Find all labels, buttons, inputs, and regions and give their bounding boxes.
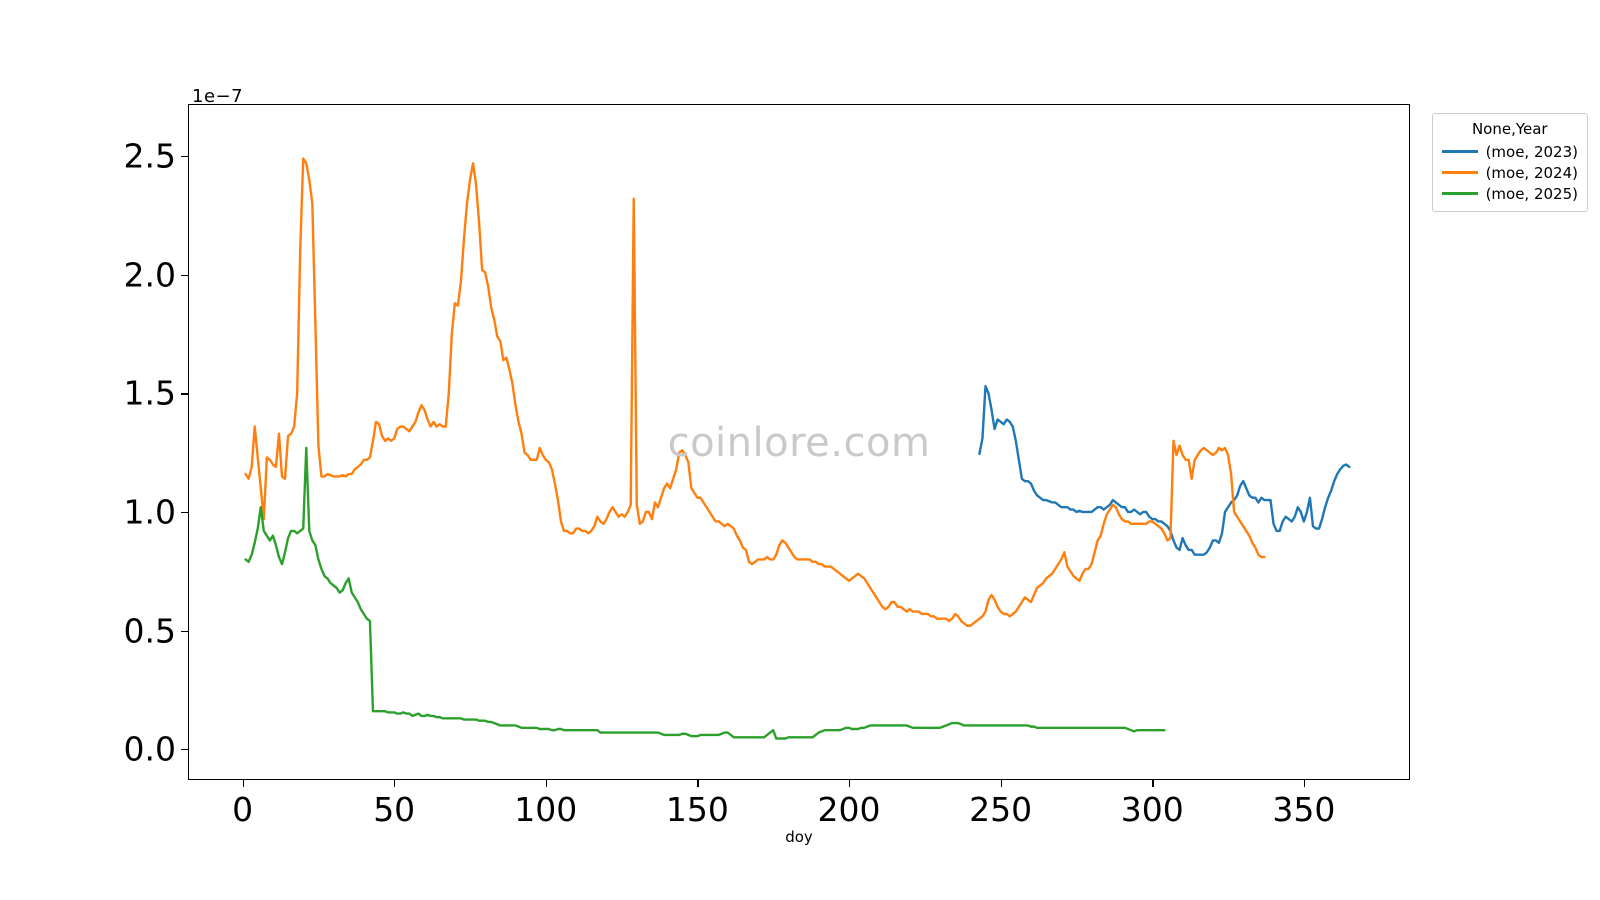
y-tick-mark [181,630,188,632]
legend-swatch-2025 [1441,192,1478,195]
x-tick-mark [1303,780,1306,787]
y-tick-mark [181,749,188,751]
x-tick-mark [242,780,244,787]
x-tick-mark [1152,780,1154,787]
x-tick-label: 250 [969,790,1033,829]
legend-label-2024: (moe, 2024) [1485,163,1578,182]
x-tick-mark [394,780,396,787]
legend-label-2023: (moe, 2023) [1485,142,1578,161]
line-series-2024 [244,157,1266,628]
y-tick-label: 1.0 [123,492,176,532]
y-tick-mark [181,511,188,514]
x-tick-label: 50 [373,790,416,829]
y-tick-mark [181,393,188,395]
line-series-2025 [244,446,1166,740]
x-tick-label: 350 [1272,790,1336,829]
legend-swatch-2023 [1441,150,1478,153]
y-tick-mark [181,274,188,277]
legend-item-2025[interactable]: (moe, 2025) [1441,183,1578,204]
legend-item-2023[interactable]: (moe, 2023) [1441,141,1578,162]
x-tick-label: 300 [1120,790,1184,829]
legend-swatch-2024 [1441,171,1478,174]
y-tick-label: 0.5 [123,611,176,651]
legend-item-2024[interactable]: (moe, 2024) [1441,162,1578,183]
x-tick-label: 0 [232,790,254,829]
x-tick-label: 100 [514,790,578,829]
x-tick-label: 150 [665,790,729,829]
y-tick-label: 2.0 [123,255,176,295]
legend-title: None,Year [1471,120,1548,138]
legend-label-2025: (moe, 2025) [1485,184,1578,203]
axes-frame [188,104,1410,780]
y-axis-offset-label: 1e−7 [192,86,244,107]
line-series-2023 [978,385,1351,556]
y-axis-tick-labels: 0.0 0.5 1.0 1.5 2.0 2.5 [0,0,176,900]
x-tick-label: 200 [817,790,881,829]
x-axis-title: doy [785,828,813,846]
y-tick-mark [181,156,188,158]
x-tick-mark [1000,780,1002,787]
y-tick-label: 0.0 [123,729,176,769]
x-tick-mark [545,780,548,787]
plot-lines [244,157,1351,740]
legend: None,Year (moe, 2023) (moe, 2024) (moe, … [1431,113,1588,212]
y-tick-label: 2.5 [123,136,176,176]
y-tick-label: 1.5 [123,373,176,413]
x-tick-mark [697,780,699,787]
x-tick-mark [849,780,851,787]
